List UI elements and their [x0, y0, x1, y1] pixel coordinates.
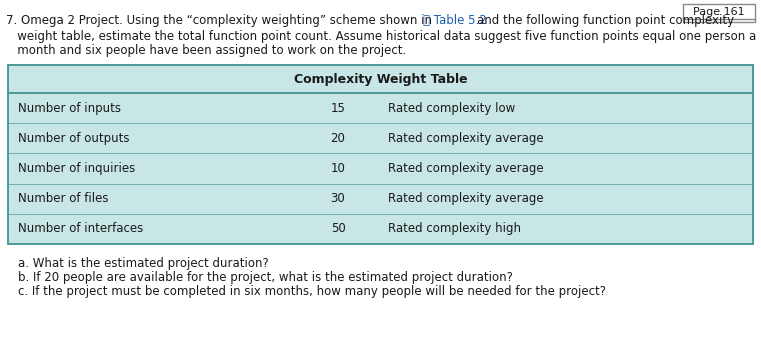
Text: Rated complexity high: Rated complexity high [388, 222, 521, 235]
Text: 30: 30 [330, 192, 345, 205]
Text: ⎙ Table 5.2: ⎙ Table 5.2 [423, 14, 487, 27]
Bar [8, 65, 753, 244]
Text: Rated complexity average: Rated complexity average [388, 132, 543, 145]
FancyBboxPatch shape [683, 4, 755, 22]
Text: Number of files: Number of files [18, 192, 109, 205]
Text: b. If 20 people are available for the project, what is the estimated project dur: b. If 20 people are available for the pr… [18, 271, 513, 284]
Text: Number of interfaces: Number of interfaces [18, 222, 143, 235]
Text: 50: 50 [330, 222, 345, 235]
Text: month and six people have been assigned to work on the project.: month and six people have been assigned … [6, 44, 406, 57]
Text: and the following function point complexity: and the following function point complex… [477, 14, 734, 27]
Text: a. What is the estimated project duration?: a. What is the estimated project duratio… [18, 257, 269, 270]
Text: Complexity Weight Table: Complexity Weight Table [294, 73, 467, 86]
Text: Page 161: Page 161 [693, 7, 745, 17]
Text: 15: 15 [330, 102, 345, 115]
Text: 7. Omega 2 Project. Using the “complexity weighting” scheme shown in: 7. Omega 2 Project. Using the “complexit… [6, 14, 432, 27]
Text: weight table, estimate the total function point count. Assume historical data su: weight table, estimate the total functio… [6, 30, 756, 43]
Text: Rated complexity average: Rated complexity average [388, 162, 543, 175]
Text: Number of outputs: Number of outputs [18, 132, 129, 145]
Text: Number of inputs: Number of inputs [18, 102, 121, 115]
Text: 10: 10 [330, 162, 345, 175]
Text: c. If the project must be completed in six months, how many people will be neede: c. If the project must be completed in s… [18, 285, 606, 298]
Text: Number of inquiries: Number of inquiries [18, 162, 135, 175]
Text: Rated complexity average: Rated complexity average [388, 192, 543, 205]
Text: Rated complexity low: Rated complexity low [388, 102, 515, 115]
Text: 20: 20 [330, 132, 345, 145]
